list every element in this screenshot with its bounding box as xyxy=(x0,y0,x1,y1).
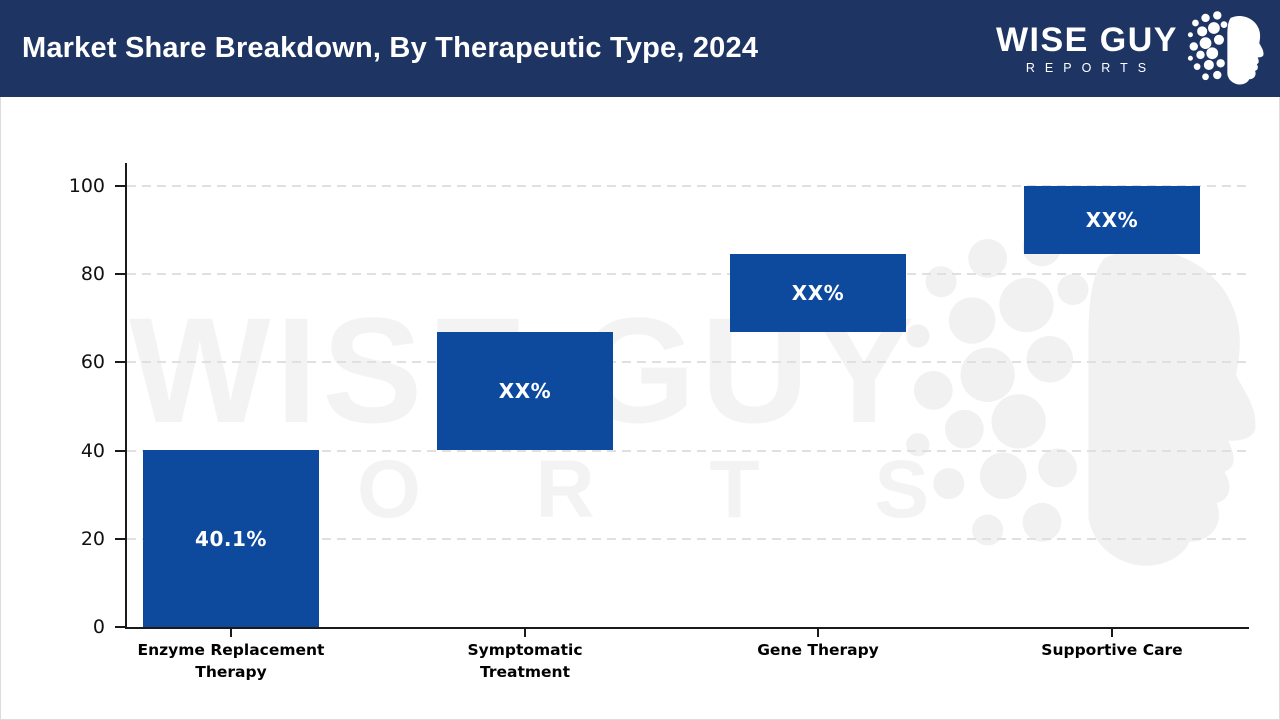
chart-area: WISE GUY P O R T S 0 20 40 60 80 100 40.1% Enzy… xyxy=(0,97,1280,720)
bar: 40.1% xyxy=(143,450,319,627)
x-tick-mark xyxy=(1111,629,1113,637)
bar-value-label: 40.1% xyxy=(195,526,267,551)
bar-value-label: XX% xyxy=(1085,208,1139,233)
wiseguy-logo: WISE GUY REPORTS xyxy=(996,9,1266,89)
bar-value-label: XX% xyxy=(498,379,552,404)
y-tick-mark xyxy=(115,537,125,540)
gridline xyxy=(127,185,1249,187)
y-tick-label: 0 xyxy=(92,616,105,638)
x-category-label: Enzyme Replacement Therapy xyxy=(137,641,325,681)
gridline xyxy=(127,537,1249,540)
y-tick-mark xyxy=(115,361,125,364)
logo-subtext: REPORTS xyxy=(1025,60,1157,75)
gridline xyxy=(127,361,1249,364)
y-tick-mark xyxy=(115,185,125,187)
x-tick-mark xyxy=(524,629,526,637)
x-tick-mark xyxy=(230,629,232,637)
y-tick-mark xyxy=(115,626,125,628)
wiseguy-head-icon xyxy=(1187,10,1264,84)
y-tick-mark xyxy=(115,273,125,276)
y-tick-label: 40 xyxy=(80,439,105,462)
plot: 0 20 40 60 80 100 40.1% Enzyme Replacement Ther… xyxy=(1,97,1279,719)
x-category-label: Symptomatic Treatment xyxy=(467,641,583,681)
x-tick-mark xyxy=(817,629,819,637)
y-tick-label: 20 xyxy=(80,527,105,550)
bar: XX% xyxy=(1024,186,1200,255)
bar: XX% xyxy=(437,332,613,451)
bar-value-label: XX% xyxy=(791,281,845,306)
logo-text: WISE GUY REPORTS xyxy=(996,23,1178,75)
y-tick-label: 60 xyxy=(80,351,105,374)
x-category-label: Supportive Care xyxy=(1041,641,1183,659)
y-tick-label: 100 xyxy=(68,175,105,197)
page-title: Market Share Breakdown, By Therapeutic T… xyxy=(22,32,759,64)
y-tick-mark xyxy=(115,449,125,452)
bar: XX% xyxy=(730,254,906,333)
logo-wordmark: WISE GUY xyxy=(995,20,1178,59)
gridline xyxy=(127,449,1249,452)
gridline xyxy=(127,273,1249,276)
y-axis xyxy=(125,163,127,629)
x-axis xyxy=(125,627,1249,629)
x-category-label: Gene Therapy xyxy=(757,641,879,659)
header: Market Share Breakdown, By Therapeutic T… xyxy=(0,0,1280,97)
y-tick-label: 80 xyxy=(80,263,105,286)
